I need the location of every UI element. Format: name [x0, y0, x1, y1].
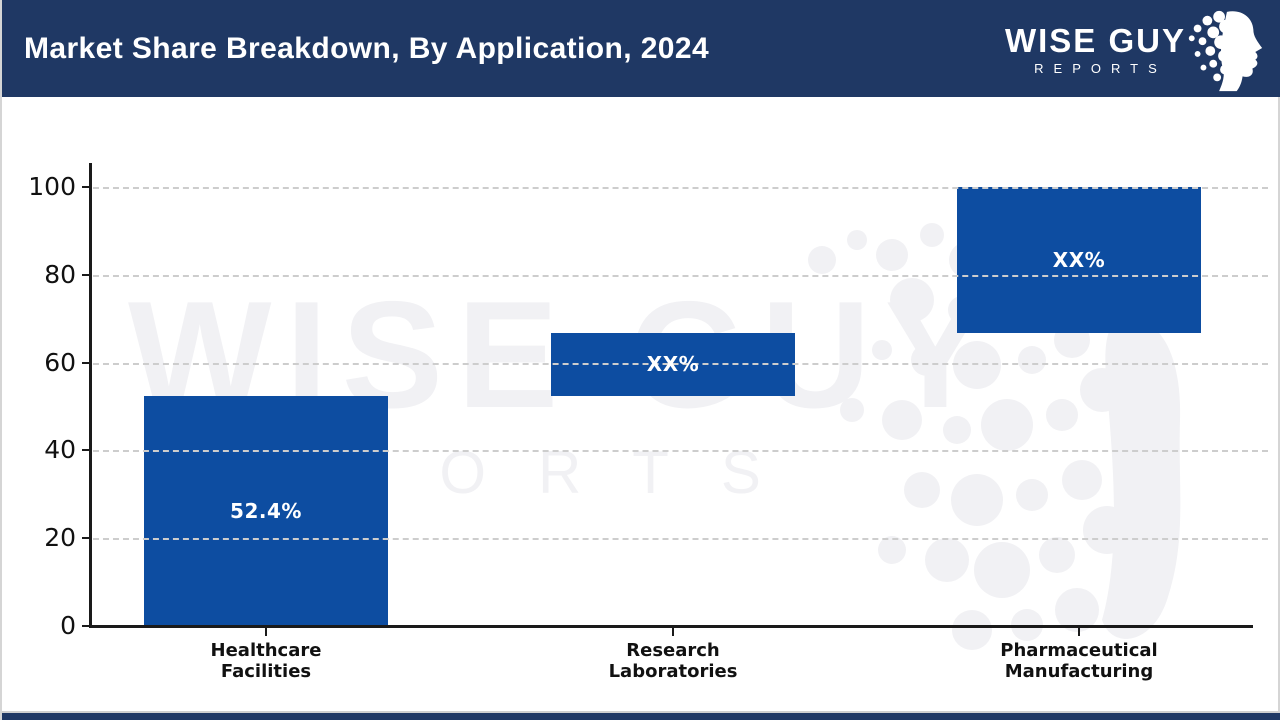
- wise-guy-reports-logo: WISE GUY REPORTS: [1005, 8, 1268, 92]
- bar-healthcare-facilities: [144, 395, 388, 626]
- bar-pharmaceutical-manufacturing: [957, 187, 1201, 333]
- y-axis-tick: [82, 361, 90, 364]
- y-axis-tick-label: 0: [60, 611, 76, 640]
- y-axis-tick: [82, 273, 90, 276]
- x-axis-tick: [265, 627, 267, 636]
- x-axis-category-label: Research Laboratories: [513, 640, 833, 682]
- x-axis-spine: [89, 625, 1253, 628]
- category-label-line: Pharmaceutical: [1000, 640, 1158, 661]
- grid-line: [93, 362, 1268, 365]
- grid-line: [93, 538, 1268, 541]
- y-axis-tick: [82, 186, 90, 188]
- y-axis-tick: [82, 625, 90, 627]
- bar-value-label: XX%: [646, 352, 700, 377]
- grid-line: [93, 450, 1268, 453]
- header-band: Market Share Breakdown, By Application, …: [2, 0, 1280, 97]
- category-label-line: Facilities: [220, 661, 312, 682]
- category-label-line: Healthcare: [210, 640, 322, 661]
- bar-value-label: XX%: [1052, 247, 1106, 272]
- bottom-border: [2, 711, 1280, 713]
- logo-wordmark: WISE GUY: [1004, 22, 1186, 59]
- logo-subtitle: REPORTS: [1034, 61, 1167, 76]
- y-axis-tick-label: 80: [44, 259, 76, 289]
- y-axis-spine: [89, 163, 92, 628]
- logo-text: WISE GUY REPORTS: [1004, 22, 1186, 77]
- category-label-line: Research: [626, 640, 720, 661]
- y-axis-tick-label: 60: [44, 347, 76, 377]
- y-axis-tick-label: 20: [44, 523, 76, 553]
- footer-band: [2, 713, 1280, 720]
- y-axis-tick: [82, 449, 90, 452]
- grid-line: [93, 187, 1268, 189]
- x-axis-tick: [672, 627, 674, 636]
- bar-value-label: 52.4%: [230, 498, 302, 523]
- logo-head-icon: [1188, 10, 1263, 92]
- x-axis-tick: [1078, 627, 1080, 636]
- x-axis-category-label: Pharmaceutical Manufacturing: [919, 640, 1239, 682]
- y-axis-tick-label: 100: [28, 172, 76, 201]
- chart-title: Market Share Breakdown, By Application, …: [24, 31, 710, 65]
- x-axis-category-label: Healthcare Facilities: [106, 640, 426, 682]
- category-label-line: Laboratories: [608, 661, 738, 682]
- grid-line: [93, 274, 1268, 277]
- y-axis-tick-label: 40: [44, 435, 76, 465]
- y-axis-tick: [82, 537, 90, 540]
- category-label-line: Manufacturing: [1004, 661, 1154, 682]
